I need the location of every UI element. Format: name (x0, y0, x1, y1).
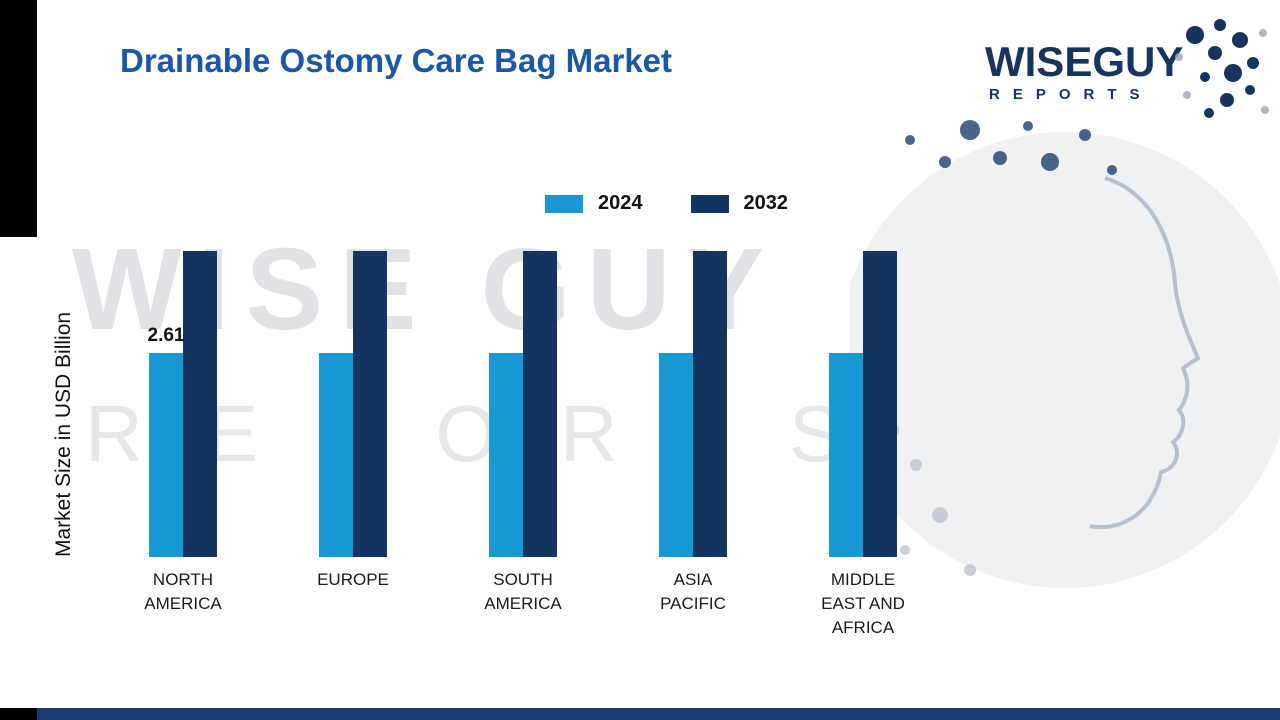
y-axis-label: Market Size in USD Billion (52, 311, 75, 557)
category-label: NORTH AMERICA (144, 570, 222, 613)
left-black-accent-bar (0, 0, 37, 237)
category-cell: NORTH AMERICA (98, 557, 268, 640)
legend-swatch (690, 194, 729, 213)
brand-logo-name: WISEGUY (985, 38, 1184, 85)
legend-label: 2032 (743, 192, 789, 214)
bar-group (778, 180, 948, 557)
legend-item-2024: 2024 (545, 192, 643, 215)
category-cell: MIDDLE EAST AND AFRICA (778, 557, 948, 640)
bar-2024 (659, 353, 693, 557)
bar-2032 (693, 251, 727, 557)
category-label: MIDDLE EAST AND AFRICA (821, 570, 905, 637)
labels-row: NORTH AMERICA EUROPE SOUTH AMERICA ASIA PAC… (98, 557, 948, 640)
plot-area: 2.61 NORTH AMERICA EUROPE SOUTH AMERICA ASI… (98, 180, 948, 640)
category-cell: SOUTH AMERICA (438, 557, 608, 640)
footer-accent-strip (0, 708, 1280, 720)
bar-group (438, 180, 608, 557)
brand-logo-subtitle: REPORTS (989, 86, 1153, 103)
bar-2032 (863, 251, 897, 557)
bar-group (268, 180, 438, 557)
bars-row: 2.61 (98, 180, 948, 557)
legend-swatch (545, 194, 583, 213)
footer-black-segment (0, 708, 37, 720)
category-label: SOUTH AMERICA (484, 570, 562, 613)
legend: 2024 2032 (545, 192, 788, 215)
legend-label: 2024 (598, 192, 643, 214)
footer-navy-segment (37, 708, 1280, 720)
bar-value-label: 2.61 (147, 325, 185, 346)
category-cell: ASIA PACIFIC (608, 557, 778, 640)
bar-2024 (489, 353, 523, 557)
brand-logo-face-dots-icon (1175, 19, 1269, 118)
bar-group: 2.61 (98, 180, 268, 557)
bar-2032 (353, 251, 387, 557)
category-label: EUROPE (317, 570, 389, 589)
bar-2032 (183, 251, 217, 557)
bar-2024 (829, 353, 863, 557)
brand-logo: WISEGUY REPORTS (985, 38, 1184, 104)
page-title: Drainable Ostomy Care Bag Market (120, 42, 673, 79)
bar-2024 (149, 353, 183, 557)
bar-2024 (319, 353, 353, 557)
bar-2032 (523, 251, 557, 557)
category-label: ASIA PACIFIC (660, 570, 726, 613)
category-cell: EUROPE (268, 557, 438, 640)
bar-group (608, 180, 778, 557)
legend-item-2032: 2032 (690, 192, 789, 215)
